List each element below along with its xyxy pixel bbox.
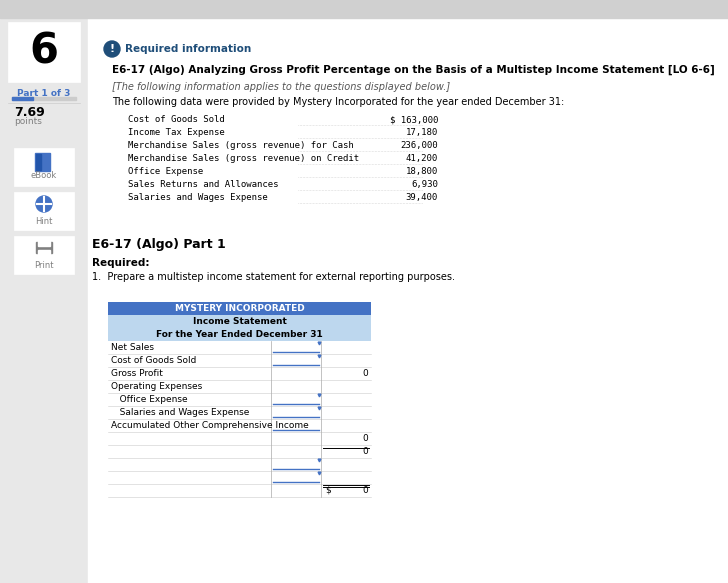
Text: Cost of Goods Sold: Cost of Goods Sold: [111, 356, 197, 365]
Text: Accumulated Other Comprehensive Income: Accumulated Other Comprehensive Income: [111, 421, 309, 430]
Text: 6: 6: [30, 31, 58, 73]
Bar: [108, 484, 371, 497]
Text: 17,180: 17,180: [405, 128, 438, 137]
Text: For the Year Ended December 31: For the Year Ended December 31: [156, 330, 323, 339]
Bar: [108, 354, 371, 367]
Bar: [108, 406, 371, 419]
Text: 0: 0: [363, 447, 368, 456]
Bar: [108, 302, 371, 315]
Bar: [108, 302, 371, 497]
Bar: [108, 445, 371, 458]
Bar: [108, 432, 371, 445]
Circle shape: [104, 41, 120, 57]
Circle shape: [36, 196, 52, 212]
Text: Net Sales: Net Sales: [111, 343, 154, 352]
Text: Hint: Hint: [36, 217, 52, 227]
Bar: [12, 97, 76, 100]
Text: 18,800: 18,800: [405, 167, 438, 176]
Text: 41,200: 41,200: [405, 154, 438, 163]
Text: Print: Print: [34, 262, 54, 271]
Bar: [100, 35, 717, 228]
Text: [The following information applies to the questions displayed below.]: [The following information applies to th…: [112, 82, 450, 92]
Text: Income Statement: Income Statement: [193, 317, 286, 326]
Bar: [108, 341, 371, 354]
Text: Merchandise Sales (gross revenue) on Credit: Merchandise Sales (gross revenue) on Cre…: [128, 154, 359, 163]
Text: $: $: [325, 486, 331, 495]
Text: MYSTERY INCORPORATED: MYSTERY INCORPORATED: [175, 304, 304, 313]
Bar: [8, 22, 80, 82]
Bar: [108, 419, 371, 432]
Text: Sales Returns and Allowances: Sales Returns and Allowances: [128, 180, 279, 189]
Text: Merchandise Sales (gross revenue) for Cash: Merchandise Sales (gross revenue) for Ca…: [128, 141, 354, 150]
Text: Part 1 of 3: Part 1 of 3: [17, 89, 71, 97]
Text: Required information: Required information: [125, 44, 251, 54]
Bar: [38, 240, 50, 246]
Text: 6,930: 6,930: [411, 180, 438, 189]
Bar: [108, 458, 371, 471]
Bar: [108, 393, 371, 406]
Text: Gross Profit: Gross Profit: [111, 369, 163, 378]
Bar: [0, 0, 88, 583]
Bar: [38, 250, 50, 258]
Text: 0: 0: [363, 486, 368, 495]
Bar: [0, 0, 728, 18]
Text: 236,000: 236,000: [400, 141, 438, 150]
Text: E6-17 (Algo) Analyzing Gross Profit Percentage on the Basis of a Multistep Incom: E6-17 (Algo) Analyzing Gross Profit Perc…: [112, 65, 715, 75]
Bar: [12, 97, 33, 100]
Bar: [14, 148, 74, 186]
Text: Cost of Goods Sold: Cost of Goods Sold: [128, 115, 225, 124]
Bar: [14, 236, 74, 274]
Bar: [108, 367, 371, 380]
Bar: [35, 153, 50, 171]
Text: The following data were provided by Mystery Incorporated for the year ended Dece: The following data were provided by Myst…: [112, 97, 564, 107]
Text: eBook: eBook: [31, 171, 57, 181]
Bar: [36, 242, 52, 253]
Bar: [108, 471, 371, 484]
Text: Office Expense: Office Expense: [111, 395, 188, 404]
Text: 1.  Prepare a multistep income statement for external reporting purposes.: 1. Prepare a multistep income statement …: [92, 272, 455, 282]
Text: Operating Expenses: Operating Expenses: [111, 382, 202, 391]
Text: Income Tax Expense: Income Tax Expense: [128, 128, 225, 137]
Text: points: points: [14, 118, 42, 127]
Bar: [108, 380, 371, 393]
Bar: [14, 192, 74, 230]
Text: Salaries and Wages Expense: Salaries and Wages Expense: [111, 408, 250, 417]
Text: E6-17 (Algo) Part 1: E6-17 (Algo) Part 1: [92, 238, 226, 251]
Text: $ 163,000: $ 163,000: [389, 115, 438, 124]
Text: 39,400: 39,400: [405, 193, 438, 202]
Text: 0: 0: [363, 434, 368, 443]
Bar: [108, 328, 371, 341]
Text: 7.69: 7.69: [14, 107, 44, 120]
Bar: [36, 154, 41, 170]
Text: !: !: [109, 44, 114, 54]
Bar: [88, 0, 728, 583]
Bar: [108, 315, 371, 328]
Text: Office Expense: Office Expense: [128, 167, 203, 176]
Text: Salaries and Wages Expense: Salaries and Wages Expense: [128, 193, 268, 202]
Text: Required:: Required:: [92, 258, 149, 268]
Text: 0: 0: [363, 369, 368, 378]
